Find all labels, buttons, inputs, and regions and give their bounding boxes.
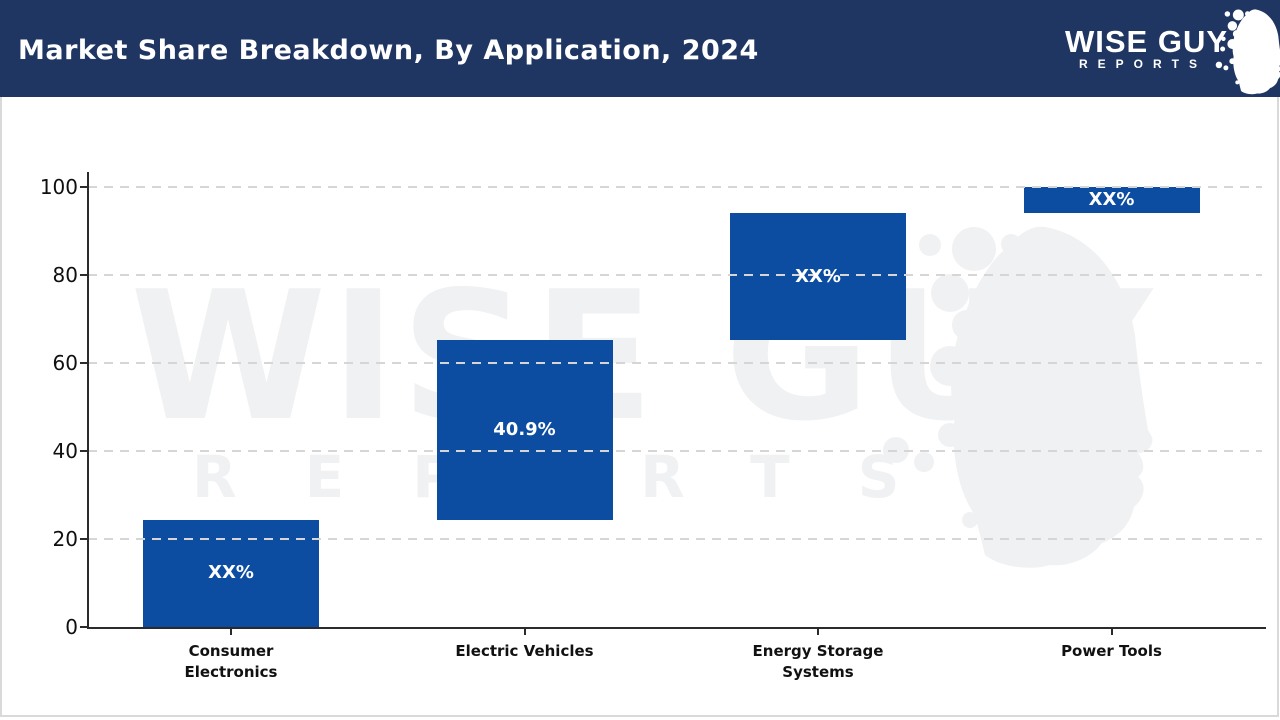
x-tick: [523, 627, 526, 635]
bar-value-label: XX%: [795, 265, 841, 287]
y-tick-label: 80: [52, 263, 78, 287]
gridline: [88, 362, 1262, 364]
watermark-face-icon: [883, 226, 1153, 568]
waterfall-chart: 0 20 40 60 80 100 XX% Consumer Electronics 40.9%…: [0, 97, 1280, 720]
bar: [143, 519, 319, 627]
y-tick: [80, 626, 88, 628]
bar-value-label: XX%: [1088, 189, 1135, 211]
gridline: [88, 186, 1262, 188]
brand-logo: WISE GUY REPORTS: [1022, 0, 1280, 97]
gridline: [88, 450, 1262, 452]
category-label: Energy Storage Systems: [752, 642, 884, 681]
brand-face-icon: [1215, 9, 1280, 95]
bar-value-label: XX%: [208, 562, 254, 584]
brand-sub-text: REPORTS: [1079, 57, 1208, 71]
y-tick: [80, 450, 88, 452]
x-tick: [817, 627, 819, 635]
category-label: Power Tools: [1061, 642, 1162, 660]
category-label: Electric Vehicles: [455, 642, 594, 660]
y-tick: [80, 186, 88, 188]
x-tick: [1110, 627, 1113, 635]
y-tick-label: 0: [65, 615, 78, 639]
bar: [730, 213, 906, 340]
brand-name-text: WISE GUY: [1065, 24, 1229, 59]
gridline: [88, 274, 1262, 276]
y-tick: [80, 362, 88, 364]
category-label: Consumer Electronics: [184, 642, 278, 681]
bar: [1023, 187, 1200, 214]
y-tick: [80, 538, 88, 540]
bar-value-label: 40.9%: [493, 418, 556, 440]
y-tick: [80, 274, 88, 276]
y-axis-line: [87, 172, 89, 629]
x-tick: [230, 627, 232, 635]
bar: [436, 339, 613, 520]
header-bar: Market Share Breakdown, By Application, …: [0, 0, 1280, 97]
x-axis-line: [87, 627, 1266, 629]
y-tick-label: 20: [52, 527, 78, 551]
gridline: [88, 538, 1262, 540]
page-title: Market Share Breakdown, By Application, …: [18, 35, 759, 66]
y-tick-label: 60: [52, 351, 78, 375]
y-tick-label: 100: [39, 175, 78, 199]
y-tick-label: 40: [52, 439, 78, 463]
